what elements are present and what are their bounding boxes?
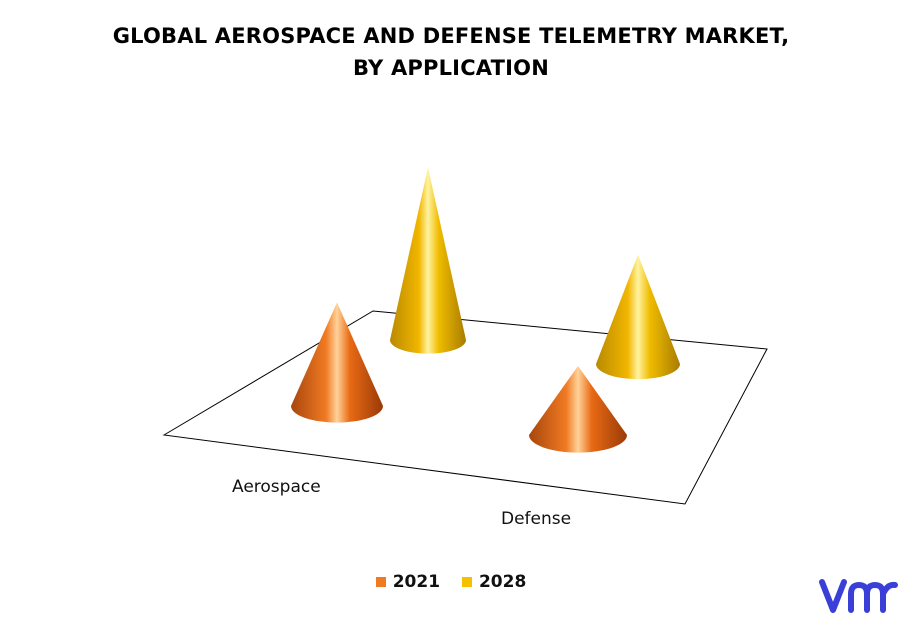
legend-item-2021: 2021 bbox=[375, 572, 441, 592]
chart-legend: 2021 2028 bbox=[0, 572, 902, 592]
cone-defense-2021 bbox=[529, 366, 627, 453]
legend-label-2028: 2028 bbox=[478, 572, 527, 592]
legend-label-2021: 2021 bbox=[392, 572, 441, 592]
legend-swatch-2028 bbox=[461, 577, 472, 587]
cone-aerospace-2021 bbox=[291, 302, 383, 423]
chart-title-line-1: GLOBAL AEROSPACE AND DEFENSE TELEMETRY M… bbox=[112, 24, 790, 48]
chart-title-line-2: BY APPLICATION bbox=[352, 56, 549, 80]
category-label-aerospace: Aerospace bbox=[232, 477, 321, 497]
cone-defense-2028 bbox=[596, 254, 680, 380]
vmr-logo-icon bbox=[819, 579, 898, 613]
category-label-defense: Defense bbox=[501, 509, 572, 529]
cone-aerospace-2028 bbox=[390, 167, 466, 354]
chart-series-group bbox=[291, 167, 680, 453]
chart-title: GLOBAL AEROSPACE AND DEFENSE TELEMETRY M… bbox=[0, 20, 902, 84]
legend-item-2028: 2028 bbox=[461, 572, 527, 592]
legend-swatch-2021 bbox=[375, 577, 386, 587]
